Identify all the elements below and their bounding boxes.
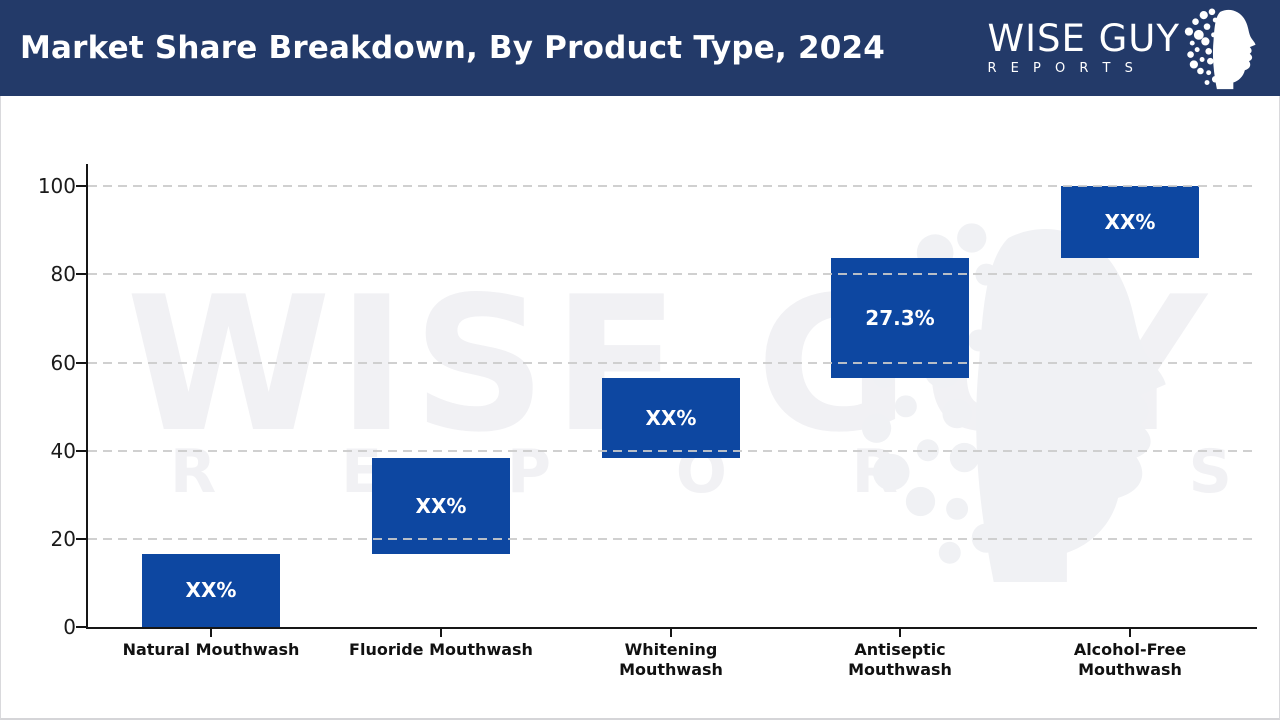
gridline	[88, 449, 1257, 452]
gridline	[88, 361, 1257, 364]
gridline	[88, 273, 1257, 276]
x-tick-label: Natural Mouthwash	[91, 640, 331, 660]
brand-logo: WISE GUY R E P O R T S	[988, 6, 1258, 90]
x-tick-label-line: Whitening	[624, 640, 718, 659]
brand-subtitle: R E P O R T S	[987, 61, 1138, 76]
brand-name: WISE GUY	[987, 17, 1180, 60]
y-tick-mark	[76, 449, 86, 452]
x-tick-mark	[1129, 629, 1131, 637]
bar-value-label: XX%	[1104, 210, 1156, 235]
bar-value-label: XX%	[185, 578, 237, 603]
x-tick-label-line: Alcohol-Free	[1073, 640, 1187, 659]
y-tick-label: 0	[63, 615, 76, 639]
x-tick-label: Antiseptic Mouthwash	[780, 640, 1020, 680]
gridline	[88, 185, 1257, 188]
y-tick-mark	[76, 361, 86, 364]
x-tick-label-line: Antiseptic	[854, 640, 946, 659]
y-tick-mark	[76, 185, 86, 188]
brand-text: WISE GUY R E P O R T S	[988, 20, 1180, 76]
x-tick-label-line: Fluoride Mouthwash	[349, 640, 533, 659]
y-tick-mark	[76, 537, 86, 540]
y-tick-label: 100	[37, 174, 76, 199]
x-tick-label: Alcohol-Free Mouthwash	[1010, 640, 1250, 680]
page-title: Market Share Breakdown, By Product Type,…	[20, 30, 886, 66]
y-tick-label: 60	[50, 350, 76, 375]
bar-value-label: XX%	[415, 494, 467, 518]
x-tick-label-line: Mouthwash	[1078, 660, 1182, 679]
y-axis-line	[86, 164, 88, 629]
chart-header: Market Share Breakdown, By Product Type,…	[0, 0, 1280, 96]
y-tick-label: 20	[50, 526, 76, 551]
x-axis-line	[86, 627, 1257, 629]
bar-value-label: XX%	[645, 406, 697, 431]
x-tick-label: Fluoride Mouthwash	[321, 640, 561, 660]
gridline	[88, 537, 1257, 540]
bar-whitening-mouthwash	[602, 378, 740, 459]
bar-natural-mouthwash	[142, 553, 280, 627]
y-tick-mark	[76, 626, 86, 628]
y-tick-label: 40	[50, 438, 76, 463]
head-profile-icon	[1184, 8, 1256, 90]
y-tick-label: 80	[50, 262, 76, 287]
x-tick-label-line: Mouthwash	[848, 660, 952, 679]
x-tick-mark	[210, 629, 212, 637]
x-tick-label-line: Natural Mouthwash	[122, 640, 300, 659]
x-tick-mark	[899, 629, 901, 637]
x-tick-mark	[670, 629, 672, 637]
x-tick-label-line: Mouthwash	[619, 660, 723, 679]
x-tick-mark	[440, 629, 442, 637]
bar-value-label: 27.3%	[865, 306, 935, 331]
x-tick-label: Whitening Mouthwash	[551, 640, 791, 680]
y-tick-mark	[76, 273, 86, 276]
